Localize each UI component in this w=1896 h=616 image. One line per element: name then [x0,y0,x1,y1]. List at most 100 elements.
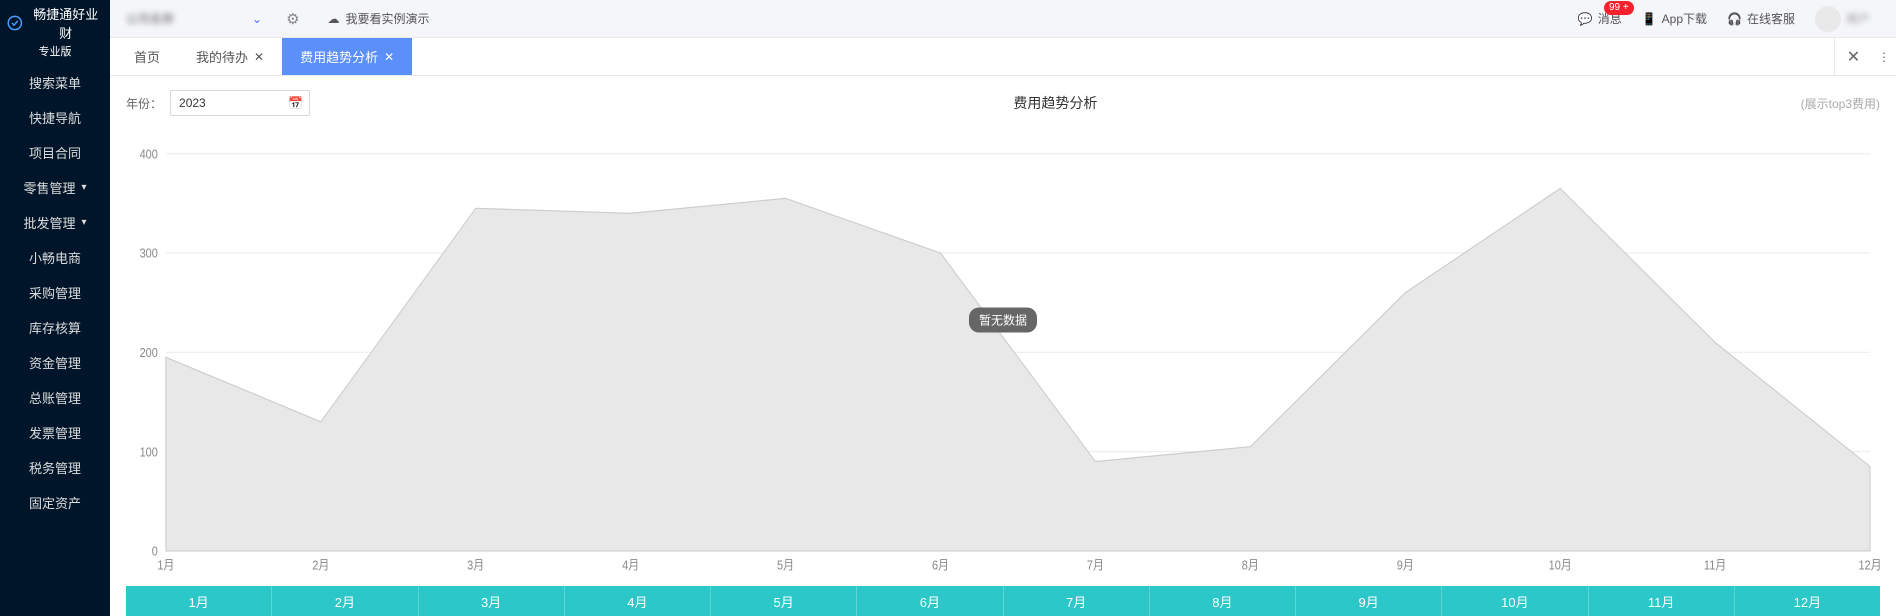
close-all-tabs-button[interactable]: ✕ [1834,38,1872,76]
brand-name: 畅捷通好业财 [28,4,104,42]
brand-edition: 专业版 [6,43,104,59]
sidebar-item-12[interactable]: 固定资产 [0,485,110,520]
username: 用户 [1846,10,1886,27]
month-cell[interactable]: 4月 [565,586,711,616]
year-value: 2023 [179,96,206,110]
sidebar-item-2[interactable]: 项目合同 [0,135,110,170]
svg-text:2月: 2月 [312,558,329,573]
month-cell[interactable]: 2月 [272,586,418,616]
tab-label: 首页 [134,47,160,66]
topbar: 公司名称 ⌄ ⚙ ☁ 我要看实例演示 💬 消息 99 + 📱 App下载 [110,0,1896,38]
svg-text:10月: 10月 [1549,558,1572,573]
messages-badge: 99 + [1604,1,1634,15]
sidebar-item-label: 搜索菜单 [29,73,81,92]
chevron-down-icon: ▾ [81,217,86,228]
sidebar-menu: 搜索菜单快捷导航项目合同零售管理 ▾ 批发管理 ▾ 小畅电商采购管理库存核算资金管理总账… [0,65,110,616]
tab-1[interactable]: 我的待办 ✕ [178,38,282,75]
sidebar-item-8[interactable]: 资金管理 [0,345,110,380]
sidebar-item-1[interactable]: 快捷导航 [0,100,110,135]
month-cell[interactable]: 8月 [1150,586,1296,616]
svg-text:1月: 1月 [157,558,174,573]
month-cell[interactable]: 9月 [1296,586,1442,616]
month-cell[interactable]: 11月 [1589,586,1735,616]
svg-text:3月: 3月 [467,558,484,573]
tab-label: 我的待办 [196,47,248,66]
calendar-icon: 📅 [288,96,303,110]
svg-text:200: 200 [140,345,159,360]
svg-text:6月: 6月 [932,558,949,573]
month-cell[interactable]: 6月 [857,586,1003,616]
sidebar-item-label: 库存核算 [29,318,81,337]
sidebar-item-4[interactable]: 批发管理 ▾ [0,205,110,240]
chevron-down-icon: ▾ [81,182,86,193]
org-selector[interactable]: 公司名称 ⌄ [116,7,272,30]
svg-text:300: 300 [140,246,159,261]
month-cell[interactable]: 7月 [1004,586,1150,616]
chart-tooltip: 暂无数据 [969,307,1037,332]
svg-text:0: 0 [152,544,158,559]
svg-text:5月: 5月 [777,558,794,573]
sidebar-item-label: 税务管理 [29,458,81,477]
cloud-icon: ☁ [328,12,340,26]
year-input[interactable]: 2023 📅 [170,90,310,116]
tabs-more-button[interactable]: ⋮ [1872,50,1896,64]
content: 年份： 2023 📅 费用趋势分析 (展示top3费用) 0 100 200 300 4… [110,76,1896,616]
month-cell[interactable]: 3月 [419,586,565,616]
tab-label: 费用趋势分析 [300,47,378,66]
year-label: 年份： [126,95,162,112]
svg-text:400: 400 [140,147,159,162]
sidebar-item-9[interactable]: 总账管理 [0,380,110,415]
sidebar-item-label: 发票管理 [29,423,81,442]
demo-label: 我要看实例演示 [346,10,430,27]
download-label: App下载 [1662,10,1707,27]
close-icon[interactable]: ✕ [254,50,264,64]
filter-toolbar: 年份： 2023 📅 费用趋势分析 (展示top3费用) [126,90,1880,116]
sidebar-item-3[interactable]: 零售管理 ▾ [0,170,110,205]
sidebar-item-0[interactable]: 搜索菜单 [0,65,110,100]
headset-icon: 🎧 [1727,12,1742,26]
sidebar-item-7[interactable]: 库存核算 [0,310,110,345]
sidebar-item-10[interactable]: 发票管理 [0,415,110,450]
month-cell[interactable]: 12月 [1735,586,1880,616]
sidebar: 畅捷通好业财 专业版 搜索菜单快捷导航项目合同零售管理 ▾ 批发管理 ▾ 小畅电商采购管… [0,0,110,616]
tabs: 首页 我的待办 ✕ 费用趋势分析 ✕ ✕ ⋮ [110,38,1896,76]
month-cell[interactable]: 5月 [711,586,857,616]
close-icon[interactable]: ✕ [384,50,394,64]
svg-text:9月: 9月 [1397,558,1414,573]
svg-text:4月: 4月 [622,558,639,573]
sidebar-item-label: 资金管理 [29,353,81,372]
phone-icon: 📱 [1642,12,1657,26]
sidebar-item-label: 项目合同 [29,143,81,162]
sidebar-item-6[interactable]: 采购管理 [0,275,110,310]
message-icon: 💬 [1578,12,1593,26]
messages-button[interactable]: 💬 消息 99 + [1578,10,1622,27]
chevron-down-icon: ⌄ [252,12,262,26]
svg-text:7月: 7月 [1087,558,1104,573]
tab-0[interactable]: 首页 [116,38,178,75]
service-button[interactable]: 🎧 在线客服 [1727,10,1795,27]
svg-text:8月: 8月 [1242,558,1259,573]
sidebar-item-label: 固定资产 [29,493,81,512]
month-cell[interactable]: 10月 [1442,586,1588,616]
app-download-button[interactable]: 📱 App下载 [1642,10,1707,27]
user-menu[interactable]: 用户 [1815,6,1886,32]
sidebar-item-11[interactable]: 税务管理 [0,450,110,485]
sidebar-item-5[interactable]: 小畅电商 [0,240,110,275]
gear-icon[interactable]: ⚙ [286,10,299,28]
svg-text:12月: 12月 [1858,558,1880,573]
sidebar-item-label: 总账管理 [29,388,81,407]
tab-2[interactable]: 费用趋势分析 ✕ [282,38,412,75]
org-selector-text: 公司名称 [126,10,246,27]
sidebar-item-label: 批发管理 [23,213,75,232]
avatar [1815,6,1841,32]
chart-note: (展示top3费用) [1801,95,1880,112]
month-bar: 1月2月3月4月5月6月7月8月9月10月11月12月 [126,586,1880,616]
service-label: 在线客服 [1747,10,1795,27]
demo-link[interactable]: ☁ 我要看实例演示 [328,10,430,27]
month-cell[interactable]: 1月 [126,586,272,616]
brand-icon [6,14,24,32]
svg-text:100: 100 [140,444,159,459]
area-chart: 01002003004001月2月3月4月5月6月7月8月9月10月11月12月… [126,142,1880,586]
sidebar-item-label: 快捷导航 [29,108,81,127]
sidebar-item-label: 零售管理 [23,178,75,197]
